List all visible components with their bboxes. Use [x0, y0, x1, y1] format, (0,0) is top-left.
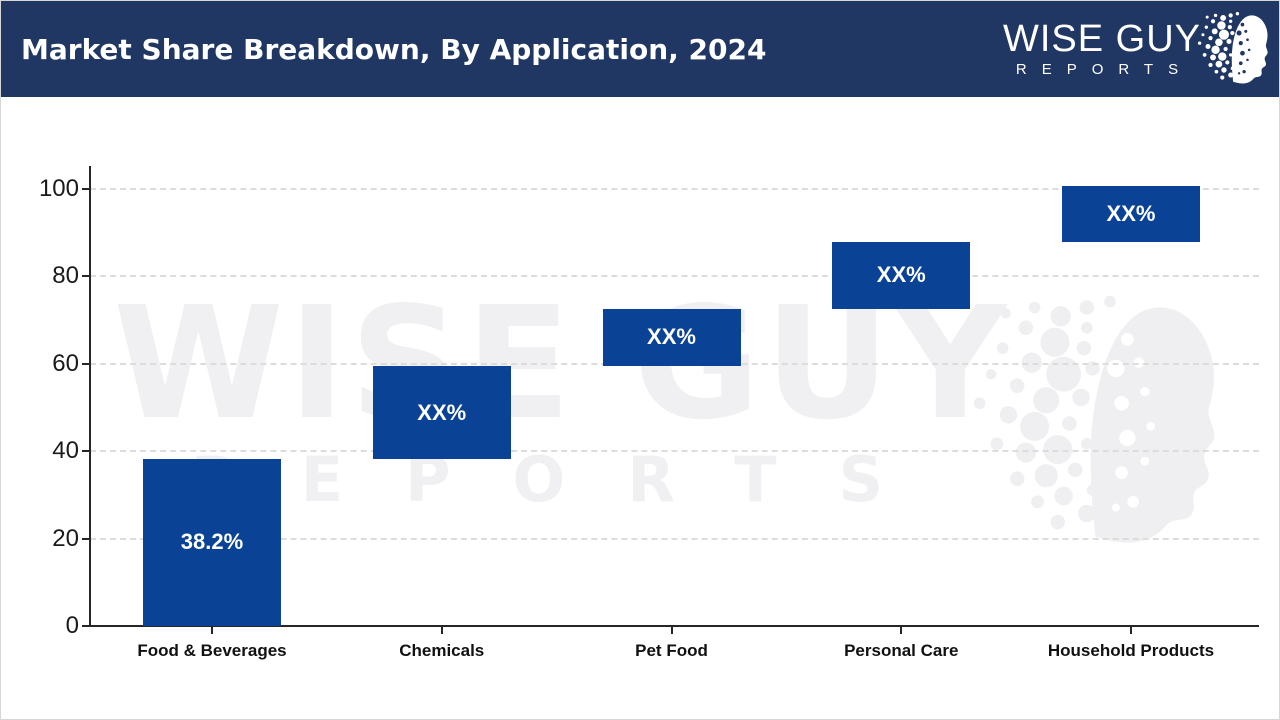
bar-pet-food: XX%	[602, 308, 741, 367]
y-tick	[82, 187, 90, 190]
x-axis-category-label: Personal Care	[844, 641, 959, 660]
x-tick	[211, 627, 213, 634]
y-axis-line	[89, 166, 91, 627]
logo-wordmark: WISE GUY	[1002, 18, 1201, 60]
bar-value-label: XX%	[647, 324, 696, 350]
bar-value-label: XX%	[417, 399, 467, 425]
y-axis-tick-label: 40	[52, 437, 79, 464]
y-axis-tick-label: 80	[52, 262, 79, 289]
bar-value-label: 38.2%	[180, 529, 244, 555]
x-tick	[900, 627, 903, 634]
gridline	[90, 450, 1259, 452]
x-axis-line	[89, 625, 1259, 627]
gridline	[90, 275, 1259, 277]
logo-text: WISE GUY REPORTS	[1003, 20, 1201, 78]
y-axis-tick-label: 60	[52, 349, 79, 377]
x-axis-category-label: Food & Beverages	[137, 641, 287, 660]
bar-value-label: XX%	[876, 262, 926, 288]
x-tick	[1130, 627, 1132, 634]
y-tick	[82, 362, 90, 365]
x-axis-category-label: Chemicals	[399, 641, 485, 660]
x-tick	[440, 627, 443, 634]
bar-personal-care: XX%	[832, 241, 971, 309]
bar-value-label: XX%	[1106, 201, 1156, 227]
gridline	[90, 187, 1259, 190]
gridline	[90, 537, 1259, 540]
x-tick	[670, 627, 673, 634]
bar-food-beverages: 38.2%	[143, 458, 281, 626]
logo-subtitle: REPORTS	[1015, 61, 1194, 78]
y-axis-tick-label: 100	[38, 174, 79, 202]
y-tick	[82, 625, 90, 627]
x-axis-category-label: Household Products	[1047, 641, 1215, 660]
y-axis-tick-label: 0	[65, 612, 79, 639]
watermark-subtitle: REPORTS	[191, 443, 946, 516]
brand-logo: WISE GUY REPORTS	[1003, 9, 1271, 89]
bar-chemicals: XX%	[372, 366, 511, 459]
y-axis-tick-label: 20	[52, 524, 79, 552]
x-axis-category-label: Pet Food	[635, 641, 708, 660]
y-tick	[82, 537, 90, 540]
bar-household-products: XX%	[1062, 186, 1200, 242]
y-tick	[82, 275, 90, 277]
page-title: Market Share Breakdown, By Application, …	[21, 32, 767, 66]
y-tick	[82, 450, 90, 452]
header: Market Share Breakdown, By Application, …	[1, 1, 1279, 97]
